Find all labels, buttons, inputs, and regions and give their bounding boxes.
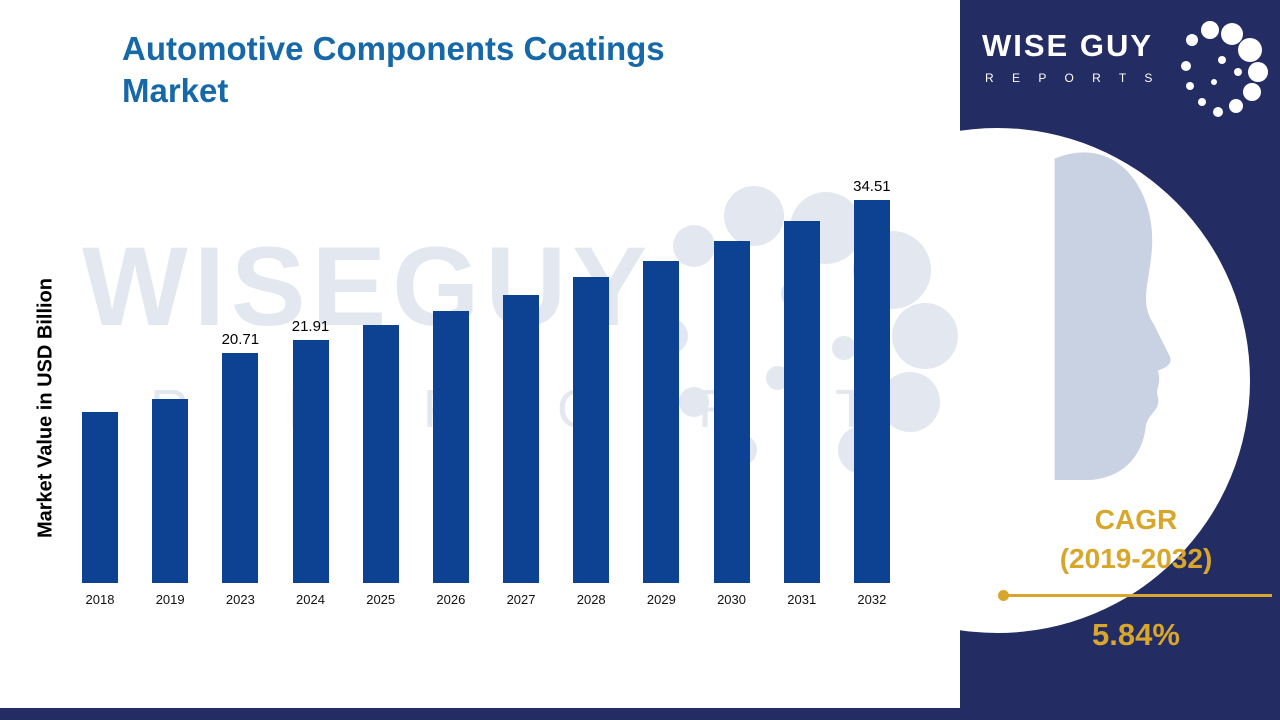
bottom-accent-bar (0, 708, 1280, 720)
x-tick-label: 2025 (366, 592, 396, 607)
x-tick-label: 2030 (717, 592, 746, 607)
bar (432, 311, 469, 583)
x-tick-label: 2032 (857, 592, 887, 607)
divider-dot (998, 590, 1009, 602)
bar-group: 2028 (561, 277, 621, 607)
bar (503, 295, 540, 583)
bar (222, 353, 259, 583)
bar (713, 241, 750, 583)
bar (853, 200, 890, 583)
bars-row: 2018 2019 20.71 2023 21.91 2024 2025 2026 2027 20… (70, 147, 902, 607)
bar (362, 325, 399, 583)
x-tick-label: 2031 (787, 592, 817, 607)
page-title-line1: Automotive Components Coatings (122, 30, 665, 67)
page-title: Automotive Components Coatings Market (122, 28, 665, 112)
logo-subtitle: R E P O R T S (985, 71, 1160, 85)
bar-group: 2029 (631, 261, 691, 607)
bar-group: 2030 (702, 241, 762, 607)
face-profile-icon (1054, 152, 1171, 481)
bar-group: 2018 (70, 412, 130, 607)
page-title-line2: Market (122, 72, 229, 110)
bar-group: 34.51 2032 (842, 178, 902, 607)
y-axis-label: Market Value in USD Billion (34, 277, 57, 539)
bar (152, 399, 189, 583)
bar-value-label: 20.71 (221, 331, 260, 348)
logo: WISE GUY R E P O R T S (982, 21, 1268, 117)
bar (783, 221, 820, 583)
bar-group: 21.91 2024 (281, 318, 341, 607)
bar-group: 2019 (140, 399, 200, 607)
cagr-block: CAGR (2019-2032) 5.84% (998, 500, 1272, 653)
brand-panel: WISE GUY R E P O R T S CAGR (2019-2032) … (960, 0, 1280, 708)
x-tick-label: 2024 (296, 592, 325, 607)
x-tick-label: 2026 (436, 592, 466, 607)
bar (82, 412, 118, 583)
bar (643, 261, 680, 583)
logo-name: WISE GUY (982, 28, 1154, 63)
bar-group: 2027 (491, 295, 551, 607)
x-tick-label: 2027 (506, 592, 536, 607)
bar-value-label: 34.51 (853, 178, 891, 195)
logo-face-dots-icon (1181, 21, 1268, 117)
bar-group: 20.71 2023 (210, 331, 270, 607)
x-tick-label: 2019 (155, 592, 185, 607)
bar-group: 2025 (351, 325, 411, 607)
cagr-value: 5.84% (1092, 617, 1180, 653)
x-tick-label: 2023 (225, 592, 255, 607)
bar-value-label: 21.91 (291, 318, 330, 335)
cagr-range: (2019-2032) (1059, 543, 1213, 575)
bar-group: 2031 (772, 221, 832, 607)
x-tick-label: 2028 (576, 592, 606, 607)
bar (573, 277, 610, 583)
bar (292, 340, 329, 583)
x-tick-label: 2018 (85, 592, 115, 607)
x-tick-label: 2029 (646, 592, 676, 607)
cagr-divider (998, 590, 1272, 602)
bar-group: 2026 (421, 311, 481, 607)
cagr-label: CAGR (1094, 504, 1178, 535)
